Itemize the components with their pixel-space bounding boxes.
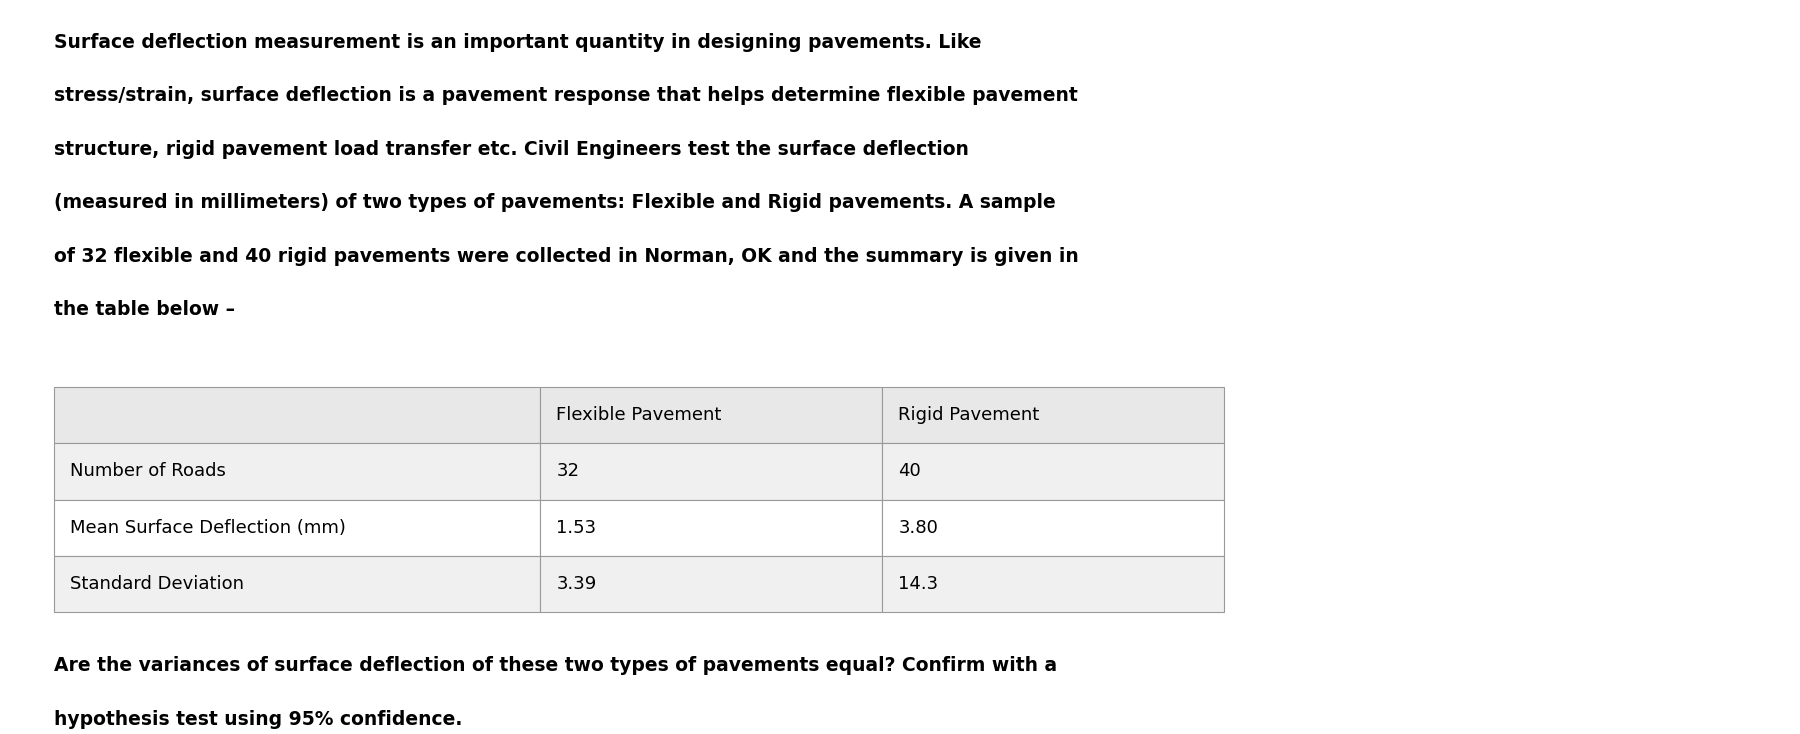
Bar xyxy=(54,556,540,612)
Bar xyxy=(882,443,1224,500)
Text: Number of Roads: Number of Roads xyxy=(70,462,227,480)
Text: Rigid Pavement: Rigid Pavement xyxy=(898,406,1039,424)
Text: Mean Surface Deflection (mm): Mean Surface Deflection (mm) xyxy=(70,519,346,537)
Bar xyxy=(882,556,1224,612)
Text: 3.39: 3.39 xyxy=(556,575,596,593)
Text: Surface deflection measurement is an important quantity in designing pavements. : Surface deflection measurement is an imp… xyxy=(54,33,981,52)
Bar xyxy=(54,443,540,500)
Bar xyxy=(882,500,1224,556)
Text: stress/strain, surface deflection is a pavement response that helps determine fl: stress/strain, surface deflection is a p… xyxy=(54,87,1078,106)
Text: 32: 32 xyxy=(556,462,580,480)
Bar xyxy=(540,443,882,500)
Text: (measured in millimeters) of two types of pavements: Flexible and Rigid pavement: (measured in millimeters) of two types o… xyxy=(54,193,1057,212)
Bar xyxy=(882,387,1224,443)
Bar xyxy=(540,387,882,443)
Text: the table below –: the table below – xyxy=(54,300,236,319)
Text: 3.80: 3.80 xyxy=(898,519,938,537)
Bar xyxy=(540,556,882,612)
Bar xyxy=(54,500,540,556)
Text: structure, rigid pavement load transfer etc. Civil Engineers test the surface de: structure, rigid pavement load transfer … xyxy=(54,140,968,159)
Text: 14.3: 14.3 xyxy=(898,575,938,593)
Text: of 32 flexible and 40 rigid pavements were collected in Norman, OK and the summa: of 32 flexible and 40 rigid pavements we… xyxy=(54,247,1078,266)
Text: Flexible Pavement: Flexible Pavement xyxy=(556,406,722,424)
Bar xyxy=(54,387,540,443)
Text: Standard Deviation: Standard Deviation xyxy=(70,575,245,593)
Text: 40: 40 xyxy=(898,462,922,480)
Text: 1.53: 1.53 xyxy=(556,519,596,537)
Text: Are the variances of surface deflection of these two types of pavements equal? C: Are the variances of surface deflection … xyxy=(54,656,1057,675)
Text: hypothesis test using 95% confidence.: hypothesis test using 95% confidence. xyxy=(54,710,463,729)
Bar xyxy=(540,500,882,556)
